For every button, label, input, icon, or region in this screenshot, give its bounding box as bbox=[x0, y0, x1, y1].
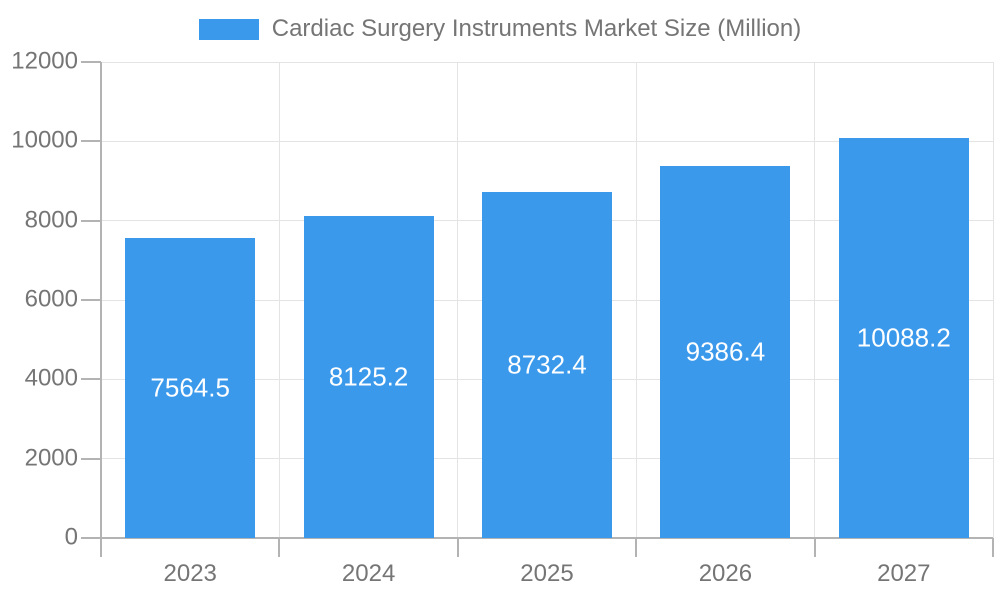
bar-2025[interactable] bbox=[482, 191, 612, 538]
x-axis-tick bbox=[635, 538, 638, 557]
y-axis-tick-label: 2000 bbox=[24, 444, 78, 472]
bar-value-label: 10088.2 bbox=[856, 322, 951, 353]
x-axis-tick bbox=[992, 538, 994, 557]
x-axis-tick bbox=[813, 538, 816, 557]
x-axis-tick-label: 2023 bbox=[163, 560, 217, 587]
x-axis-tick-label: 2027 bbox=[877, 560, 931, 587]
y-axis-tick bbox=[81, 140, 101, 143]
gridline-vertical bbox=[992, 62, 994, 538]
legend-label: Cardiac Surgery Instruments Market Size … bbox=[271, 15, 802, 42]
gridline-vertical bbox=[635, 62, 637, 538]
y-axis-tick-label: 6000 bbox=[24, 285, 78, 313]
gridline-horizontal bbox=[101, 140, 993, 142]
bar-value-label: 7564.5 bbox=[150, 372, 230, 403]
y-axis-tick-label: 10000 bbox=[11, 126, 78, 154]
bar-value-label: 8732.4 bbox=[507, 349, 587, 380]
x-axis-tick bbox=[456, 538, 459, 557]
x-axis-tick-label: 2024 bbox=[341, 560, 396, 587]
x-axis-tick-label: 2025 bbox=[520, 560, 574, 587]
y-axis-tick bbox=[81, 457, 101, 460]
bar-value-label: 9386.4 bbox=[685, 336, 766, 367]
gridline-vertical bbox=[278, 62, 280, 538]
y-axis-line bbox=[100, 62, 102, 557]
y-axis-tick-label: 4000 bbox=[24, 364, 78, 392]
y-axis-tick bbox=[81, 378, 101, 381]
y-axis-tick-label: 12000 bbox=[11, 47, 78, 75]
x-axis-tick bbox=[278, 538, 281, 557]
y-axis-tick-label: 8000 bbox=[24, 206, 78, 234]
y-axis-tick-label: 0 bbox=[64, 523, 78, 551]
x-axis-tick-label: 2026 bbox=[698, 560, 753, 587]
legend: Cardiac Surgery Instruments Market Size … bbox=[0, 14, 1000, 44]
y-axis-tick bbox=[81, 299, 101, 301]
bar-value-label: 8125.2 bbox=[328, 361, 409, 392]
y-axis-tick bbox=[81, 537, 101, 539]
gridline-horizontal bbox=[101, 61, 993, 63]
y-axis-tick bbox=[81, 61, 101, 63]
bar-2023[interactable] bbox=[125, 237, 256, 538]
legend-swatch[interactable] bbox=[198, 18, 259, 40]
bar-2024[interactable] bbox=[303, 215, 434, 538]
bar-2027[interactable] bbox=[838, 137, 969, 538]
bar-2026[interactable] bbox=[660, 165, 791, 538]
gridline-vertical bbox=[457, 62, 459, 538]
gridline-vertical bbox=[814, 62, 816, 538]
x-axis-line bbox=[101, 537, 993, 539]
y-axis-tick bbox=[81, 219, 101, 222]
